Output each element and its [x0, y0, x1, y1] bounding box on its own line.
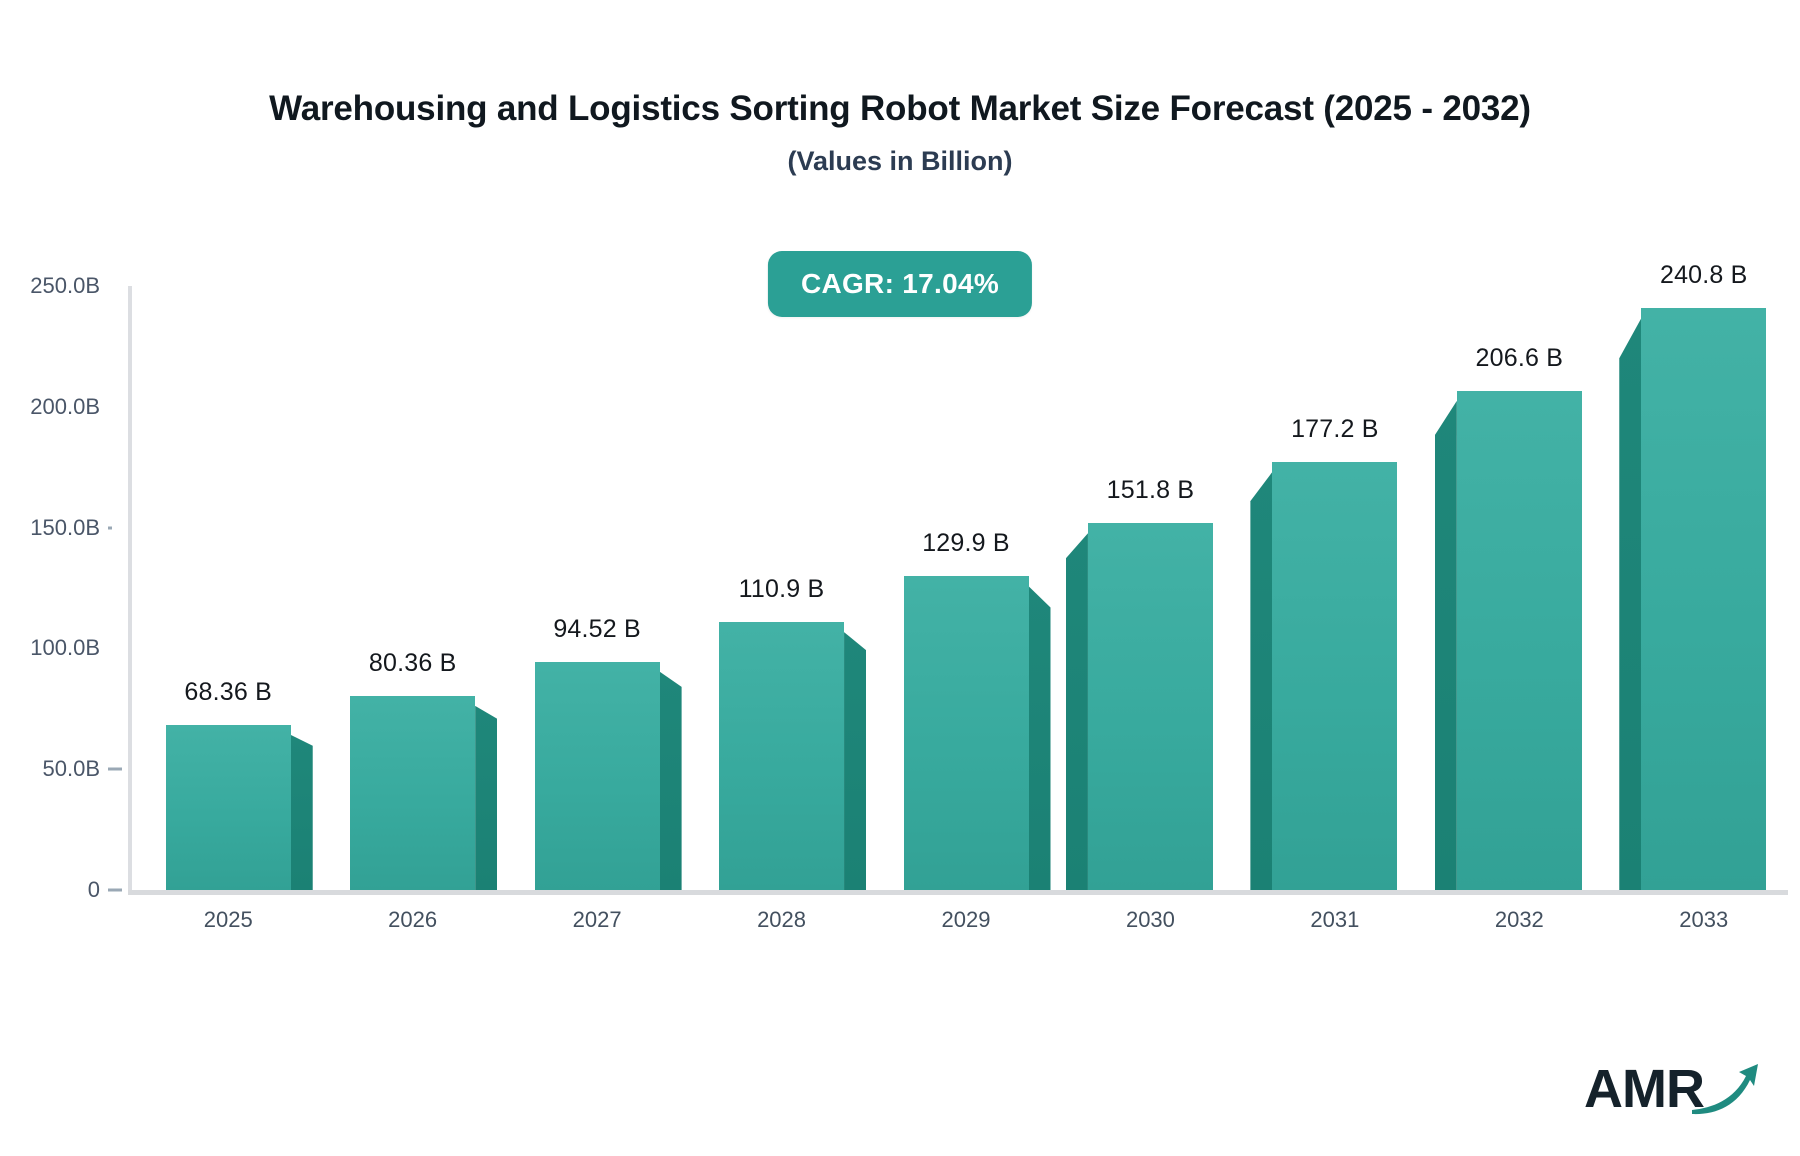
bar-side-face: [1065, 533, 1088, 890]
bar-side-face: [290, 734, 313, 890]
bar-front-face: [903, 576, 1029, 890]
y-axis-line: [128, 286, 132, 890]
x-axis-tick-label: 2032: [1494, 907, 1544, 932]
bar-value-label: 151.8 B: [1106, 476, 1195, 505]
bar[interactable]: [903, 576, 1051, 890]
y-axis-tick-label: 100.0B: [30, 635, 100, 661]
x-axis-labels: 2025 2026 2027 2028 2029 2030 2031 2032 2033: [128, 907, 1788, 947]
bar-front-face: [1641, 308, 1767, 890]
y-axis-tick-label: 0: [87, 877, 100, 902]
bar-value-label: 80.36 B: [368, 648, 457, 677]
bar-value-label: 206.6 B: [1475, 343, 1564, 372]
bar-front-face: [350, 695, 476, 890]
x-axis-tick-label: 2027: [572, 907, 622, 932]
bar[interactable]: [1250, 461, 1398, 890]
bar-side-face: [659, 671, 682, 890]
cagr-badge: CAGR: 17.04%: [767, 251, 1033, 317]
x-axis-tick-label: 2028: [757, 907, 807, 932]
chart-plot-area: 68.36 B 80.36 B 94.52 B 110.9 B 129.9 B 151.8…: [128, 261, 1788, 895]
bar-column[interactable]: 68.36 B: [165, 286, 313, 890]
arrow-up-right-icon: [1690, 1060, 1760, 1116]
bar[interactable]: [350, 695, 498, 890]
bar-value-label: 68.36 B: [184, 677, 273, 706]
page-title: Warehousing and Logistics Sorting Robot …: [269, 89, 1531, 128]
y-axis-tick: [108, 888, 122, 892]
bar-column[interactable]: 151.8 B: [1065, 286, 1213, 890]
bar-side-face: [1250, 471, 1273, 890]
bar-value-label: 177.2 B: [1291, 414, 1379, 443]
bar-value-label: 129.9 B: [922, 529, 1010, 558]
x-axis-tick-label: 2030: [1125, 907, 1175, 932]
bar-value-label: 240.8 B: [1659, 261, 1748, 290]
x-axis-tick-label: 2026: [388, 907, 438, 932]
bar-value-label: 94.52 B: [553, 614, 641, 643]
bar-column[interactable]: 129.9 B: [903, 286, 1051, 890]
bar[interactable]: [1619, 308, 1767, 890]
bar[interactable]: [534, 661, 682, 890]
bar-front-face: [719, 622, 845, 890]
bar-side-face: [1028, 586, 1051, 890]
y-axis-tick: [108, 526, 112, 530]
x-axis-line: [128, 890, 1788, 895]
y-axis-tick-label: 200.0B: [30, 393, 100, 419]
x-axis-tick-label: 2033: [1679, 907, 1729, 932]
bar-column[interactable]: 94.52 B: [534, 286, 682, 890]
y-axis-tick: [108, 767, 122, 771]
logo-wordmark: AMR: [1584, 1059, 1705, 1119]
bar-column[interactable]: 110.9 B: [719, 286, 867, 890]
bar-column[interactable]: 240.8 B: [1619, 261, 1767, 890]
bar-side-face: [1619, 318, 1642, 890]
bar-front-face: [165, 724, 291, 890]
bar-front-face: [1087, 523, 1213, 890]
amr-logo: AMR: [1584, 1060, 1760, 1116]
bar-side-face: [475, 705, 498, 890]
bar-column[interactable]: 80.36 B: [350, 286, 498, 890]
bar[interactable]: [165, 724, 313, 890]
chart-header: Warehousing and Logistics Sorting Robot …: [0, 89, 1800, 176]
y-axis-tick-label: 150.0B: [30, 514, 100, 540]
bar-front-face: [534, 661, 660, 890]
bar-side-face: [1434, 400, 1457, 890]
x-axis-tick-label: 2031: [1310, 907, 1360, 932]
y-axis-tick-label: 50.0B: [42, 756, 101, 782]
bar[interactable]: [1065, 523, 1213, 890]
bar-column[interactable]: 206.6 B: [1434, 286, 1582, 890]
bar-front-face: [1272, 461, 1398, 890]
bar[interactable]: [719, 622, 867, 890]
bar-side-face: [844, 632, 867, 890]
chart-subtitle: (Values in Billion): [787, 145, 1013, 176]
x-axis-tick-label: 2029: [941, 907, 991, 932]
bar[interactable]: [1434, 390, 1582, 890]
bar-column[interactable]: 177.2 B: [1250, 286, 1398, 890]
y-axis-tick-label: 250.0B: [30, 273, 100, 298]
bar-series: 68.36 B 80.36 B 94.52 B 110.9 B 129.9 B 151.8…: [128, 261, 1788, 890]
bar-value-label: 110.9 B: [738, 575, 825, 604]
bar-front-face: [1456, 390, 1582, 890]
x-axis-tick-label: 2025: [203, 907, 253, 932]
